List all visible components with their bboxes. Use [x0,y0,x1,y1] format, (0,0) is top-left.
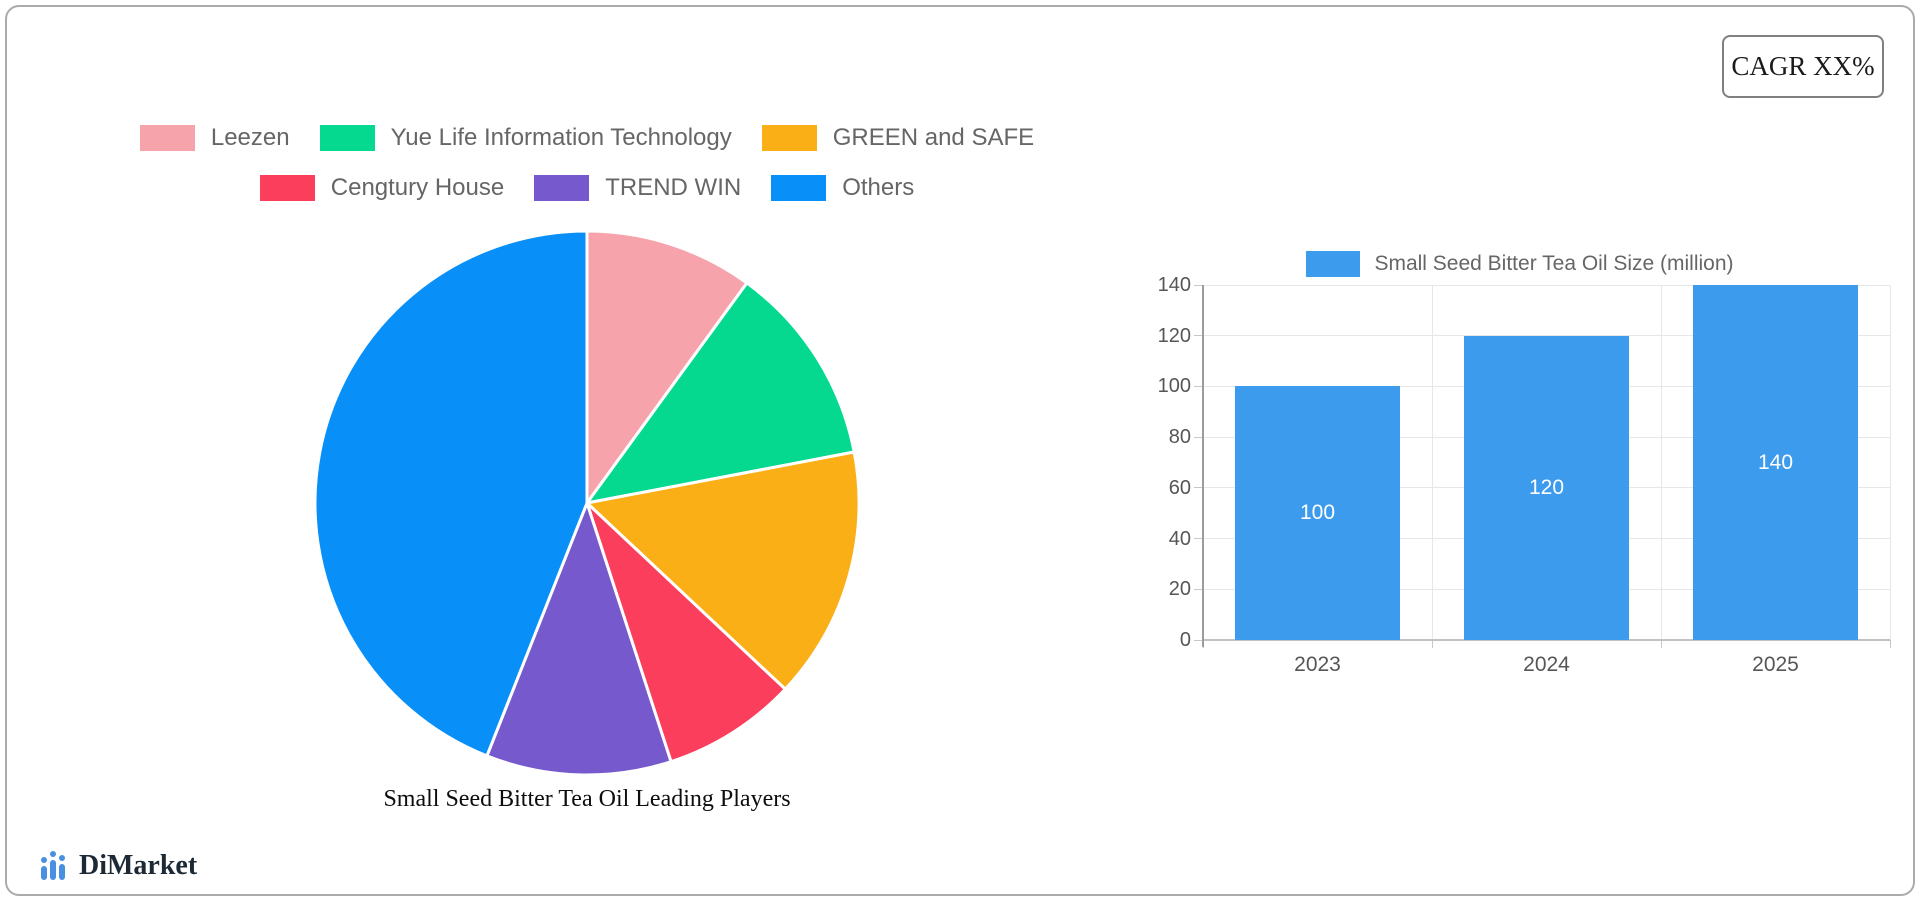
y-tick-label-120: 120 [1157,324,1191,347]
bar-value-label-2024: 120 [1528,475,1565,499]
bar-2025[interactable] [1693,285,1858,640]
pie-slice-yue-life-information-technology[interactable] [585,281,856,505]
legend-swatch-green-and-safe [761,125,817,151]
x-tick-label-2023: 2023 [1294,653,1341,676]
bar-value-label-2023: 100 [1299,501,1336,525]
pie-chart [313,229,861,777]
y-tick-140 [1194,284,1203,286]
pie-slice-leezen[interactable] [585,229,749,505]
y-tick-label-20: 20 [1168,578,1191,601]
x-tick-1 [1431,640,1433,648]
cagr-badge: CAGR XX% [1722,35,1884,98]
y-tick-100 [1194,385,1203,387]
legend-swatch-others [771,175,827,201]
bar-legend-item[interactable]: Small Seed Bitter Tea Oil Size (million) [1150,248,1890,280]
y-tick-label-100: 100 [1157,375,1191,398]
legend-swatch-trend-win [534,175,590,201]
legend-item-others[interactable]: Others [771,174,914,202]
pie-legend-row: Cengtury House TREND WIN Others [259,174,914,202]
y-tick-40 [1194,538,1203,540]
legend-label-leezen: Leezen [210,124,290,151]
x-tick-3 [1889,640,1891,648]
legend-item-cengtury-house[interactable]: Cengtury House [259,174,505,202]
bar-legend-label: Small Seed Bitter Tea Oil Size (million) [1374,252,1734,275]
x-axis-line [1203,639,1890,641]
y-tick-0 [1194,639,1203,641]
gridline-x-1 [1431,285,1433,640]
y-tick-label-140: 140 [1157,274,1191,296]
y-tick-label-60: 60 [1168,476,1191,499]
pie-slice-others[interactable] [313,229,589,758]
logo-bars-icon [41,851,65,880]
y-tick-label-0: 0 [1179,629,1191,651]
y-axis-line [1202,285,1204,647]
legend-label-others: Others [842,174,915,201]
gridline-x-3 [1889,285,1891,640]
legend-label-trend-win: TREND WIN [605,174,742,201]
bar-plot-area: 0 20 40 60 80 100 120 140 100 2023 120 2024 140 2025 [1158,274,1891,676]
pie-slice-green-and-safe[interactable] [585,450,861,691]
legend-label-green-and-safe: GREEN and SAFE [832,124,1035,151]
logo-text: DiMarket [79,850,198,881]
legend-item-green-and-safe[interactable]: GREEN and SAFE [761,124,1035,152]
legend-swatch-cengtury-house [259,175,315,201]
y-tick-label-80: 80 [1168,426,1191,449]
pie-title: Small Seed Bitter Tea Oil Leading Player… [383,786,791,812]
pie-slice-cengtury-house[interactable] [585,501,787,764]
cagr-label: CAGR XX% [1731,51,1875,81]
y-tick-label-40: 40 [1168,527,1191,550]
pie-legend: Leezen Yue Life Information Technology GRE… [37,124,1137,202]
legend-item-yue-life-information-technology[interactable]: Yue Life Information Technology [319,124,732,152]
legend-label-yue-life-information-technology: Yue Life Information Technology [390,124,732,151]
legend-swatch-yue-life-information-technology [319,125,375,151]
legend-swatch-leezen [139,125,195,151]
bar-2023[interactable] [1235,386,1400,640]
pie-legend-row: Leezen Yue Life Information Technology GRE… [139,124,1035,152]
y-tick-120 [1194,335,1203,337]
y-tick-20 [1194,588,1203,590]
legend-item-leezen[interactable]: Leezen [139,124,290,152]
legend-label-cengtury-house: Cengtury House [330,174,505,201]
bar-2024[interactable] [1464,335,1629,640]
pie-slice-trend-win[interactable] [485,501,673,777]
x-tick-label-2024: 2024 [1523,653,1570,676]
bar-legend-swatch [1306,251,1361,277]
gridline-x-2 [1660,285,1662,640]
legend-item-trend-win[interactable]: TREND WIN [534,174,741,202]
y-tick-60 [1194,487,1203,489]
bar-value-label-2025: 140 [1757,450,1794,474]
x-tick-2 [1660,640,1662,648]
gridline-y-140 [1203,284,1890,286]
y-tick-80 [1194,436,1203,438]
x-tick-label-2025: 2025 [1752,653,1799,676]
dimarket-logo: DiMarket [38,850,197,882]
